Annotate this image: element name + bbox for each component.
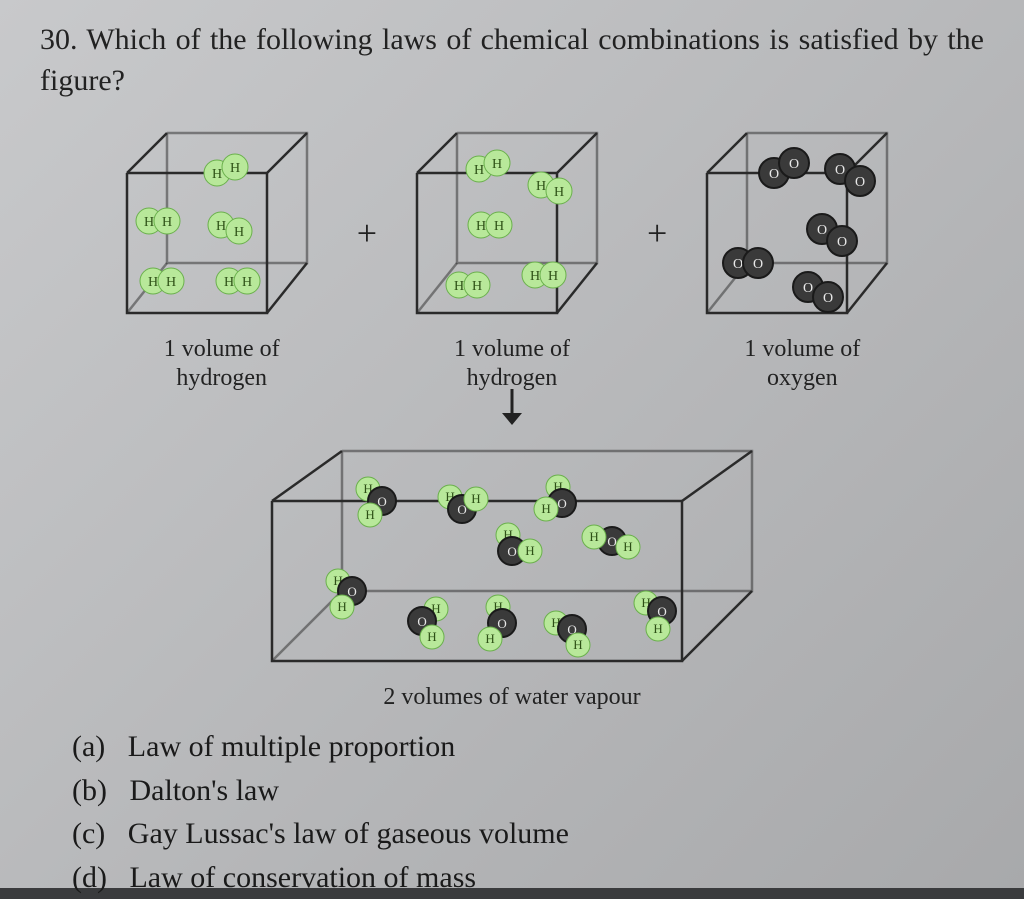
svg-text:H: H — [494, 219, 504, 234]
svg-text:O: O — [817, 223, 827, 238]
plus-sign: + — [357, 212, 377, 254]
arrow-down-icon — [492, 387, 532, 427]
svg-text:H: H — [573, 637, 582, 652]
option-b: (b) Dalton's law — [72, 769, 984, 813]
option-label: (c) — [72, 817, 105, 850]
option-text: Law of conservation of mass — [129, 861, 476, 894]
svg-text:H: H — [541, 501, 550, 516]
svg-text:H: H — [548, 269, 558, 284]
question-text: Which of the following laws of chemical … — [40, 23, 984, 97]
arrow-row — [40, 387, 984, 427]
option-label: (b) — [72, 774, 107, 807]
cuboid-water-vapour: H O H H O H H O H — [252, 431, 772, 681]
svg-text:H: H — [589, 529, 598, 544]
caption: 1 volume of oxygen — [744, 335, 860, 393]
svg-text:H: H — [337, 599, 346, 614]
svg-text:H: H — [242, 275, 252, 290]
cube-oxygen: O O O O O O O O — [687, 113, 917, 333]
caption: 1 volume of hydrogen — [454, 335, 570, 393]
svg-text:H: H — [212, 167, 222, 182]
svg-text:O: O — [557, 496, 566, 511]
svg-text:O: O — [823, 291, 833, 306]
option-c: (c) Gay Lussac's law of gaseous volume — [72, 812, 984, 856]
svg-text:H: H — [653, 621, 662, 636]
caption-l2: hydrogen — [176, 365, 267, 391]
option-text: Law of multiple proportion — [128, 730, 455, 763]
product: H O H H O H H O H — [252, 431, 772, 712]
svg-text:H: H — [474, 163, 484, 178]
reactant-3: O O O O O O O O — [687, 113, 917, 393]
svg-text:O: O — [497, 616, 506, 631]
option-label: (a) — [72, 730, 105, 763]
page: 30. Which of the following laws of chemi… — [0, 0, 1024, 888]
h2o-molecules: H O H H O H H O H — [326, 475, 676, 657]
svg-text:H: H — [427, 629, 436, 644]
h2-molecules: H H H H H H H H — [136, 154, 260, 294]
svg-text:H: H — [472, 279, 482, 294]
caption-l1: 1 volume of — [164, 336, 280, 362]
svg-text:O: O — [607, 534, 616, 549]
cube-hydrogen-1: H H H H H H H H — [107, 113, 337, 333]
svg-text:H: H — [492, 157, 502, 172]
question: 30. Which of the following laws of chemi… — [40, 20, 984, 101]
svg-text:H: H — [234, 225, 244, 240]
svg-text:H: H — [148, 275, 158, 290]
svg-text:O: O — [769, 167, 779, 182]
svg-text:H: H — [162, 215, 172, 230]
svg-text:H: H — [623, 539, 632, 554]
svg-text:H: H — [485, 631, 494, 646]
option-text: Gay Lussac's law of gaseous volume — [128, 817, 569, 850]
svg-text:H: H — [454, 279, 464, 294]
caption-l1: 1 volume of — [744, 336, 860, 362]
svg-text:H: H — [216, 219, 226, 234]
svg-text:O: O — [789, 157, 799, 172]
caption-l2: oxygen — [767, 365, 838, 391]
option-label: (d) — [72, 861, 107, 894]
option-d: (d) Law of conservation of mass — [72, 856, 984, 899]
svg-text:H: H — [471, 491, 480, 506]
cube-hydrogen-2: H H H H H H H H — [397, 113, 627, 333]
options: (a) Law of multiple proportion (b) Dalto… — [72, 725, 984, 899]
plus-sign: + — [647, 212, 667, 254]
svg-text:O: O — [803, 281, 813, 296]
reactant-2: H H H H H H H H — [397, 113, 627, 393]
svg-text:O: O — [835, 163, 845, 178]
product-caption: 2 volumes of water vapour — [383, 683, 640, 712]
option-text: Dalton's law — [129, 774, 279, 807]
svg-text:H: H — [144, 215, 154, 230]
svg-text:H: H — [476, 219, 486, 234]
svg-text:O: O — [855, 175, 865, 190]
reactant-1: H H H H H H H H — [107, 113, 337, 393]
caption-l1: 1 volume of — [454, 336, 570, 362]
svg-text:H: H — [530, 269, 540, 284]
reactants-row: H H H H H H H H — [40, 113, 984, 393]
svg-text:O: O — [837, 235, 847, 250]
svg-text:H: H — [224, 275, 234, 290]
product-row: H O H H O H H O H — [40, 431, 984, 712]
svg-text:H: H — [525, 543, 534, 558]
svg-text:H: H — [536, 179, 546, 194]
option-a: (a) Law of multiple proportion — [72, 725, 984, 769]
svg-text:H: H — [230, 161, 240, 176]
svg-text:H: H — [554, 185, 564, 200]
svg-text:H: H — [365, 507, 374, 522]
caption: 1 volume of hydrogen — [164, 335, 280, 393]
svg-text:O: O — [733, 257, 743, 272]
svg-text:H: H — [166, 275, 176, 290]
question-number: 30. — [40, 23, 78, 56]
svg-text:O: O — [753, 257, 763, 272]
svg-text:O: O — [507, 544, 516, 559]
